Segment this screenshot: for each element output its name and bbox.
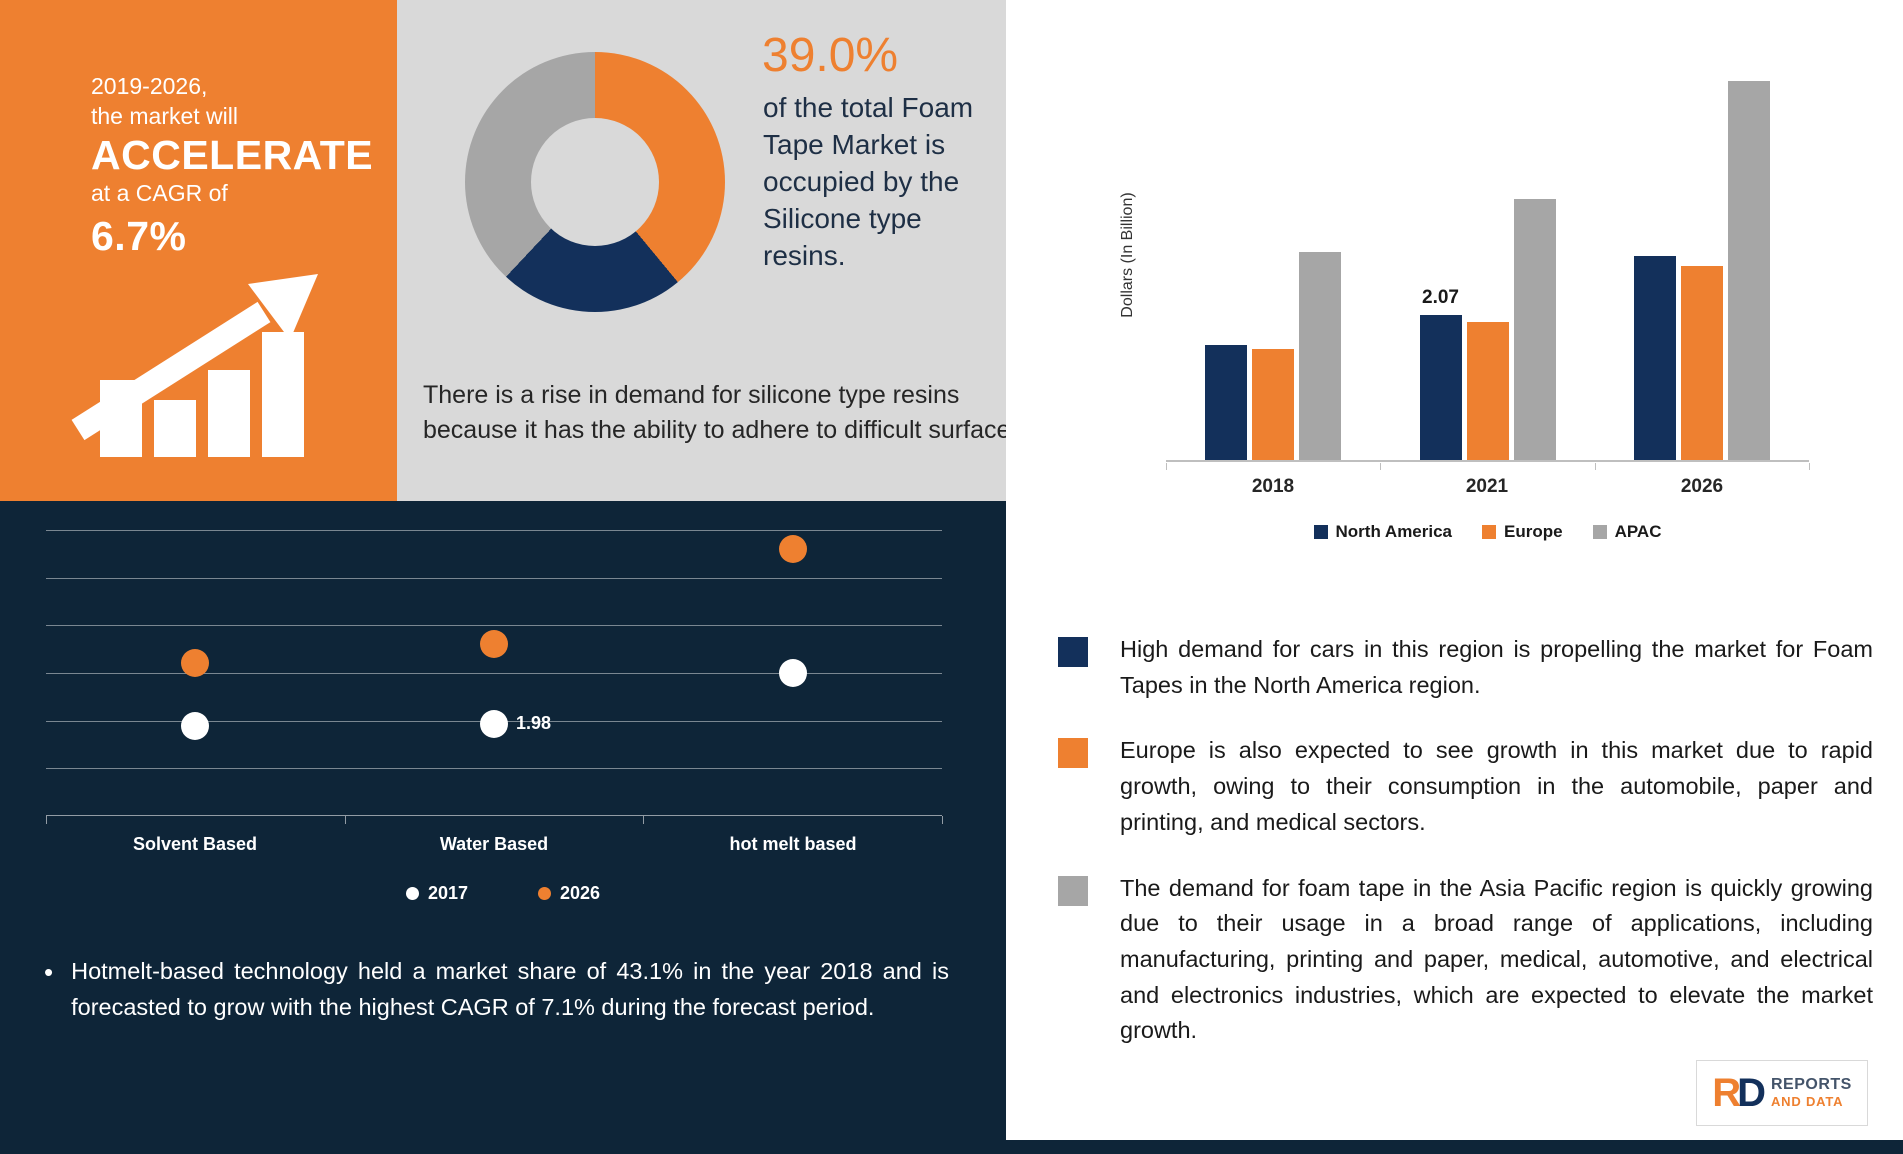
category-label-solvent-based: Solvent Based <box>132 834 258 854</box>
category-label-hot-melt-based: hot melt based <box>729 834 857 854</box>
dot-2026-hot-melt-based <box>778 535 807 564</box>
legend-item-2017: 2017 <box>405 883 468 904</box>
logo-line-and-data: AND DATA <box>1770 1093 1844 1109</box>
resin-type-donut-chart <box>465 52 725 312</box>
axis-tick <box>1594 463 1596 470</box>
apac-bullet-text: The demand for foam tape in the Asia Pac… <box>1120 874 1873 1044</box>
gridline <box>46 530 942 531</box>
category-label-2018: 2018 <box>1251 476 1295 497</box>
technology-panel: Solvent Based Water Based hot melt based… <box>0 501 1006 1154</box>
dot-2026-solvent-based <box>181 649 210 678</box>
dot-plot-legend: 2017 2026 <box>0 883 1006 904</box>
bullet-square-apac <box>1058 875 1088 906</box>
accelerate-panel: 2019-2026, the market will ACCELERATE at… <box>0 0 397 501</box>
legend-item-2026: 2026 <box>538 883 600 904</box>
logo-text: REPORTS AND DATA <box>1771 1076 1852 1109</box>
silicone-share-stat: 39.0% <box>762 29 899 82</box>
dot-2017-hot-melt-based <box>778 659 807 687</box>
europe-bullet-text: Europe is also expected to see growth in… <box>1120 737 1873 835</box>
legend-item-apac: APAC <box>1592 522 1662 542</box>
rd-logo-mark-icon: RD <box>1712 1071 1766 1115</box>
bullet-square-north-america <box>1058 637 1088 667</box>
category-label-2021: 2021 <box>1465 476 1509 497</box>
accelerate-text-block: 2019-2026, the market will ACCELERATE at… <box>91 72 373 260</box>
cagr-value: 6.7% <box>91 212 187 259</box>
data-label: 2.07 <box>1422 287 1459 309</box>
logo-line-reports: REPORTS <box>1770 1076 1852 1094</box>
north-america-bullet-text: High demand for cars in this region is p… <box>1120 636 1873 698</box>
legend-dot-2017 <box>405 887 419 900</box>
legend-square-north-america <box>1313 525 1328 539</box>
axis-tick <box>942 816 943 824</box>
gridline <box>46 673 942 674</box>
gridline <box>46 768 942 770</box>
bar-europe-2021 <box>1466 322 1509 460</box>
axis-tick <box>344 816 346 824</box>
donut-hole <box>531 118 659 246</box>
legend-square-apac <box>1592 525 1607 539</box>
gridline <box>46 625 942 627</box>
hotmelt-bullet-text: Hotmelt-based technology held a market s… <box>71 958 949 1021</box>
regional-bar-chart: 2018 2021 2026 2.07 <box>1166 42 1810 497</box>
legend-label-europe: Europe <box>1504 522 1563 541</box>
bullet-square-europe <box>1058 738 1088 769</box>
bar-north-america-2026 <box>1633 255 1676 460</box>
accelerate-subline: at a CAGR of <box>91 179 228 206</box>
legend-square-europe <box>1482 525 1497 539</box>
silicone-demand-note: There is a rise in demand for silicone t… <box>423 381 1023 444</box>
axis-tick <box>1166 463 1167 470</box>
growth-bar-chart-arrow-icon <box>71 274 318 457</box>
legend-item-north-america: North America <box>1313 522 1453 542</box>
bar-apac-2021 <box>1513 198 1556 460</box>
silicone-share-description: of the total Foam Tape Market is occupie… <box>763 92 974 271</box>
category-label-2026: 2026 <box>1680 476 1724 497</box>
bar-north-america-2018 <box>1205 344 1248 460</box>
dot-2017-water-based <box>480 710 508 739</box>
bar-chart-legend: North America Europe APAC <box>1136 522 1839 542</box>
dot-2017-solvent-based <box>181 712 210 741</box>
axis-tick <box>1809 463 1810 470</box>
technology-dot-plot: Solvent Based Water Based hot melt based… <box>46 530 943 854</box>
list-item-europe: Europe is also expected to see growth in… <box>1058 733 1873 840</box>
gridline <box>46 577 942 579</box>
legend-label-apac: APAC <box>1614 522 1662 541</box>
axis-tick <box>1380 463 1382 470</box>
legend-dot-2026 <box>538 887 551 900</box>
logo-letter-d: D <box>1737 1071 1766 1115</box>
list-item-apac: The demand for foam tape in the Asia Pac… <box>1058 871 1873 1050</box>
accelerate-intro-line2: the market will <box>91 102 238 129</box>
bar-apac-2018 <box>1299 252 1342 460</box>
data-label: 1.98 <box>516 713 552 734</box>
logo-letter-r: R <box>1712 1071 1741 1115</box>
bar-north-america-2021 <box>1419 315 1462 460</box>
reports-and-data-logo: RD REPORTS AND DATA <box>1696 1060 1868 1126</box>
legend-label-2026: 2026 <box>560 883 601 903</box>
footer-strip <box>1006 1140 1903 1154</box>
bar-europe-2026 <box>1680 266 1723 460</box>
silicone-stat-panel: 39.0% of the total Foam Tape Market is o… <box>397 0 1023 501</box>
legend-label-north-america: North America <box>1335 522 1453 541</box>
legend-item-europe: Europe <box>1482 522 1563 542</box>
accelerate-intro-line1: 2019-2026, <box>91 73 208 99</box>
category-label-water-based: Water Based <box>439 834 549 854</box>
legend-label-2017: 2017 <box>427 883 468 903</box>
axis-tick <box>643 816 645 824</box>
hotmelt-bullet: • Hotmelt-based technology held a market… <box>44 953 949 1026</box>
axis-tick <box>46 816 47 824</box>
dot-2026-water-based <box>480 630 508 659</box>
bar-apac-2026 <box>1727 81 1770 460</box>
bullet-marker: • <box>44 957 54 987</box>
accelerate-headline: ACCELERATE <box>91 131 374 178</box>
region-bullet-list: High demand for cars in this region is p… <box>1058 632 1873 1079</box>
regional-panel: Dollars (In Billion) 2018 2021 2026 2.07… <box>1006 0 1903 1154</box>
bar-chart-y-axis-label: Dollars (In Billion) <box>1119 192 1136 318</box>
list-item-north-america: High demand for cars in this region is p… <box>1058 632 1873 703</box>
bar-europe-2018 <box>1252 349 1295 460</box>
